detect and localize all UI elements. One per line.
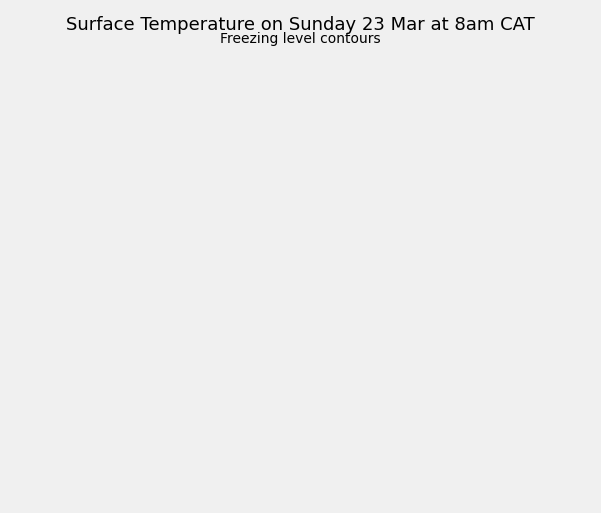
Text: Freezing level contours: Freezing level contours [220, 32, 381, 46]
Text: Surface Temperature on Sunday 23 Mar at 8am CAT: Surface Temperature on Sunday 23 Mar at … [66, 16, 535, 34]
